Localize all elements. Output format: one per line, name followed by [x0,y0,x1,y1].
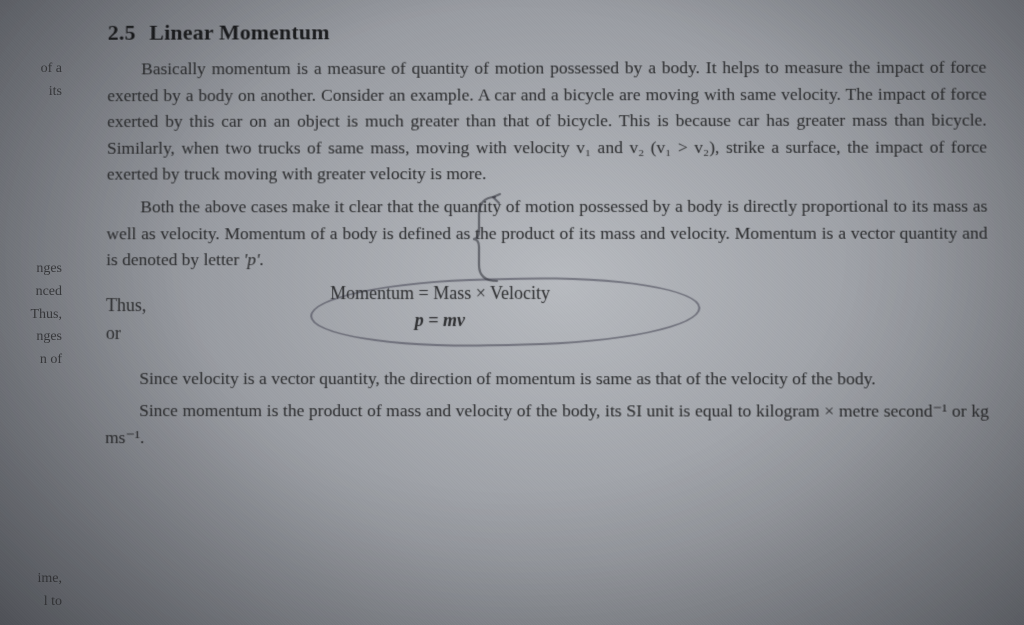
formula-symbols: p = mv [330,310,550,331]
para-text: Since momentum is the product of mass an… [139,400,933,421]
superscript: ⁻¹ [933,401,948,421]
paragraph-intro: Basically momentum is a measure of quant… [107,54,987,188]
symbol-p: 'p'. [244,249,265,269]
paragraph-direction: Since velocity is a vector quantity, the… [105,365,988,392]
para-text: Both the above cases make it clear that … [106,196,987,270]
formula-block: Momentum = Mass × Velocity p = mv [330,283,550,337]
para-text: . [140,427,144,447]
section-number: 2.5 [108,20,136,45]
textbook-page: 2.5 Linear Momentum Basically momentum is… [0,0,1024,625]
superscript: ⁻¹ [125,427,140,447]
paragraph-units: Since momentum is the product of mass an… [105,397,989,451]
section-title: Linear Momentum [149,19,329,44]
formula-words: Momentum = Mass × Velocity [330,283,550,304]
paragraph-definition: Both the above cases make it clear that … [106,193,988,273]
section-heading: 2.5 Linear Momentum [108,18,986,46]
label-thus: Thus, [106,295,146,316]
label-or: or [106,323,121,344]
formula-region: Thus, or Momentum = Mass × Velocity p = … [106,281,989,355]
